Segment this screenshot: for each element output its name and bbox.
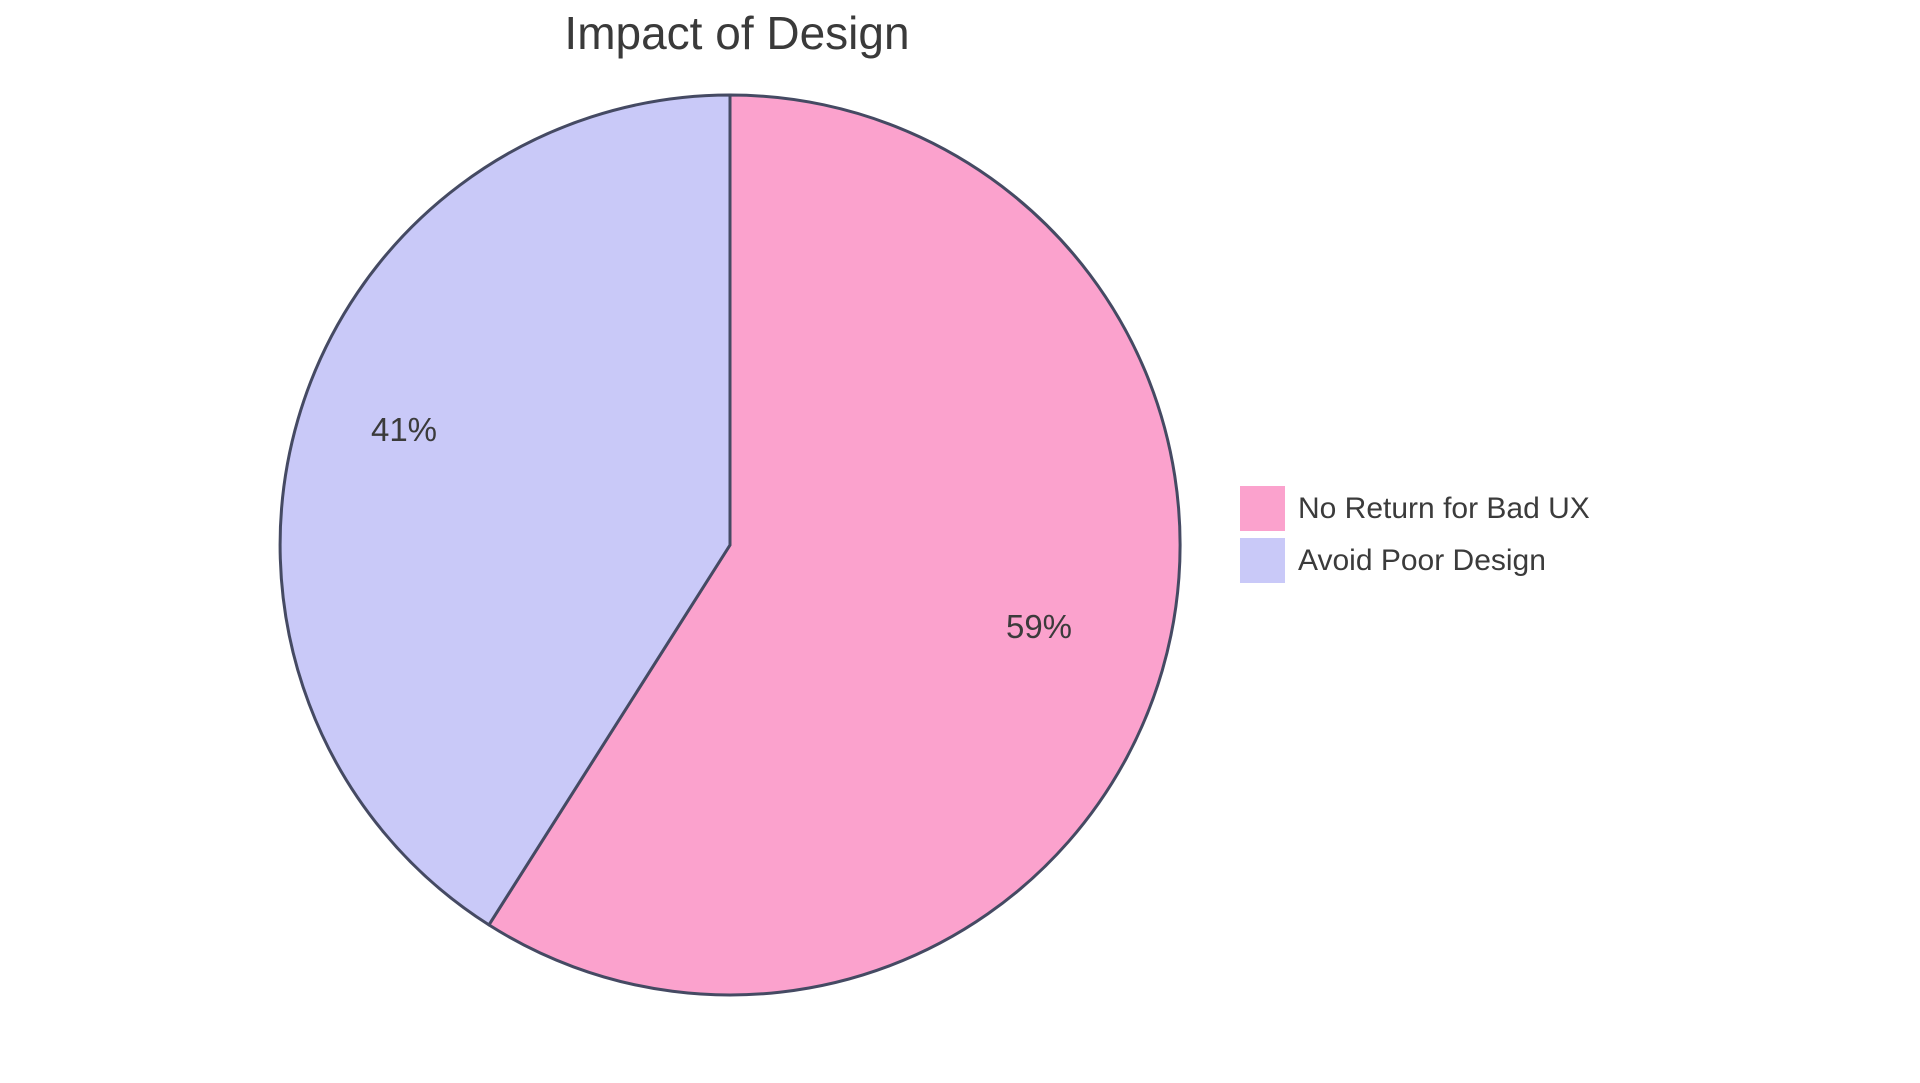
- legend-swatch-no-return-for-bad-ux: [1240, 486, 1285, 531]
- pie-slice-no-return-for-bad-ux: [487, 93, 1182, 997]
- legend-label: Avoid Poor Design: [1298, 543, 1546, 577]
- legend-item: No Return for Bad UX: [1240, 486, 1590, 531]
- legend-item: Avoid Poor Design: [1240, 538, 1590, 583]
- pie: [278, 93, 1182, 997]
- pie-slice-avoid-poor-design: [278, 93, 732, 927]
- slice-percent-label-no-return-for-bad-ux: 59%: [1005, 608, 1073, 645]
- legend-label: No Return for Bad UX: [1298, 491, 1590, 525]
- chart-title: Impact of Design: [564, 7, 910, 59]
- legend: No Return for Bad UX Avoid Poor Design: [1240, 486, 1590, 583]
- legend-swatch-avoid-poor-design: [1240, 538, 1285, 583]
- slice-percent-label-avoid-poor-design: 41%: [370, 411, 438, 448]
